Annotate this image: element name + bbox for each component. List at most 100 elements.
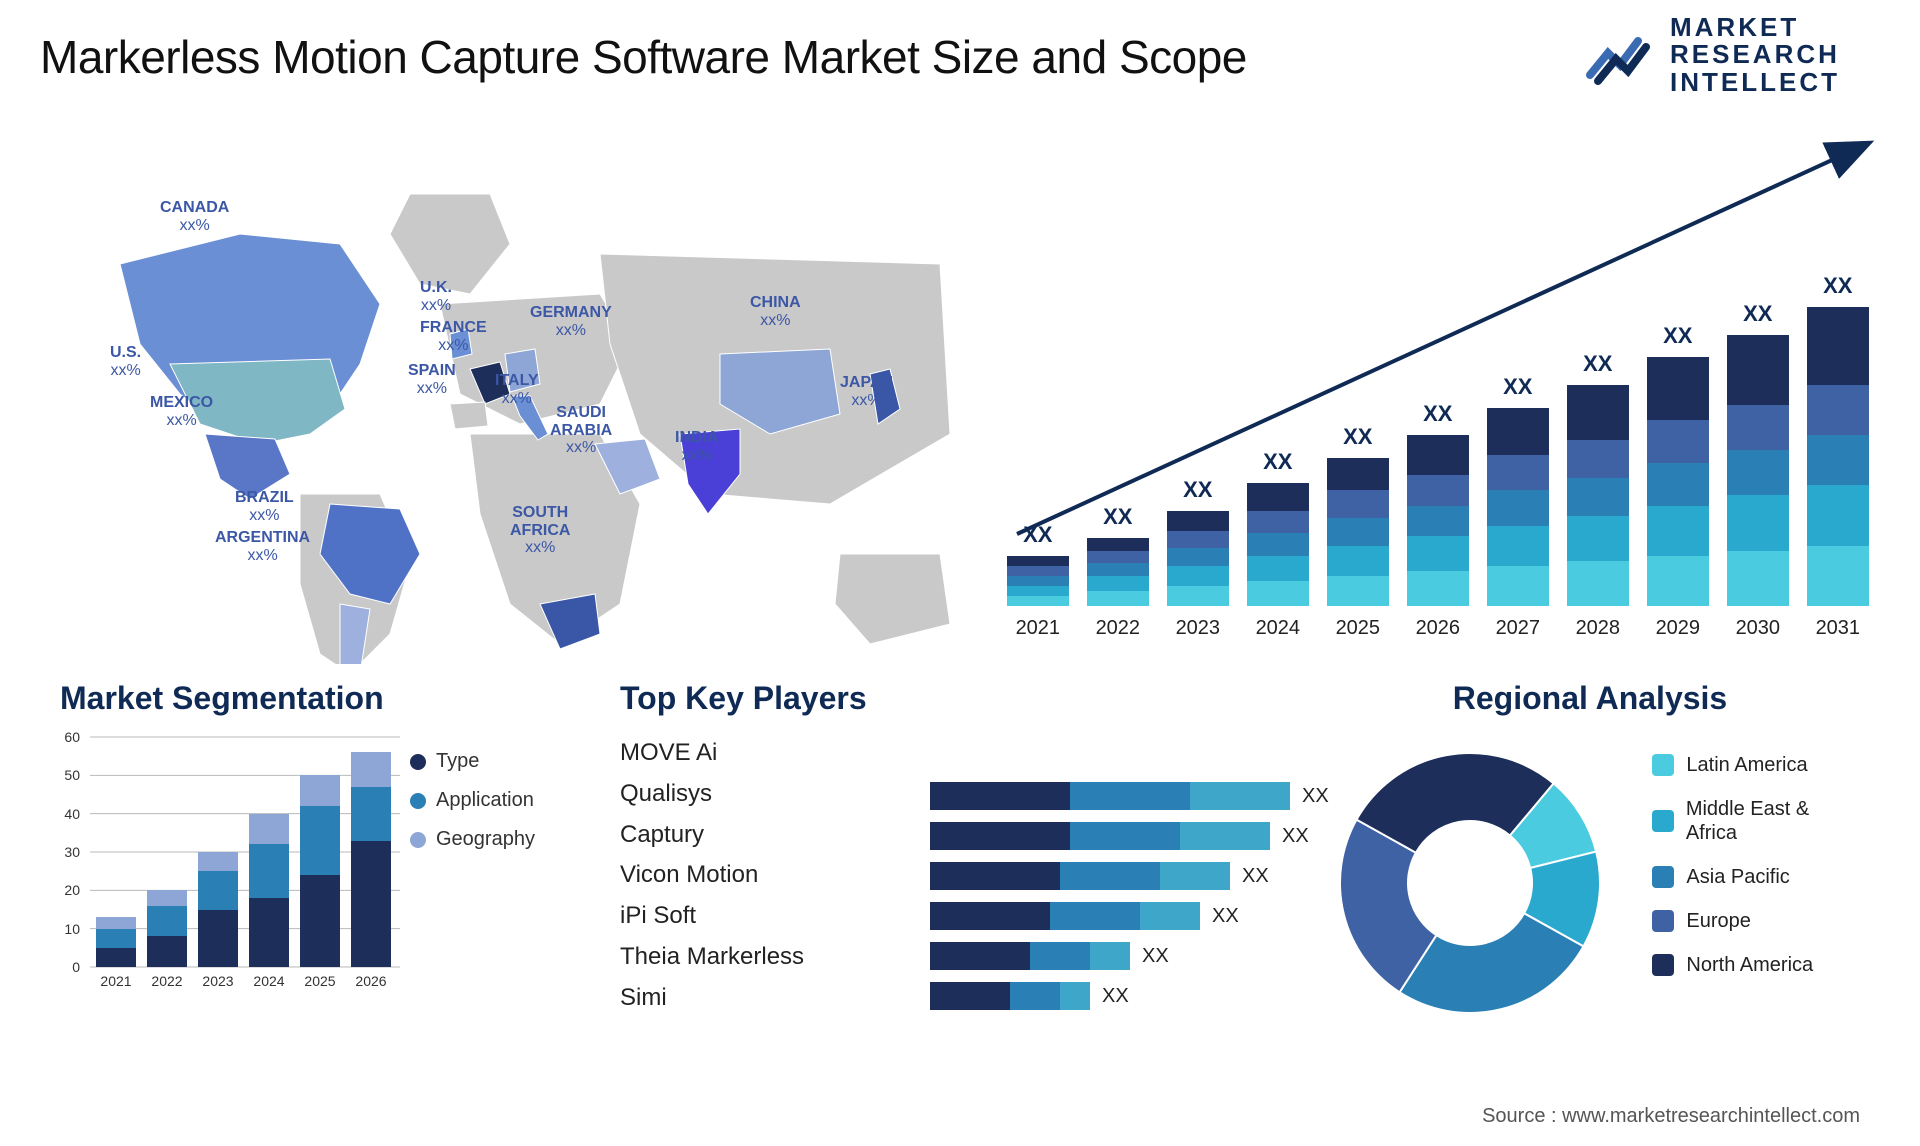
- bar-segment: [96, 917, 136, 929]
- legend-item: Type: [410, 750, 535, 773]
- key-player-bar: [930, 862, 1230, 890]
- bar-segment: [1727, 450, 1789, 495]
- bar-segment: [1407, 571, 1469, 606]
- regional-panel: Regional Analysis Latin AmericaMiddle Ea…: [1300, 680, 1880, 1033]
- legend-item: Middle East & Africa: [1652, 797, 1860, 845]
- bar-segment: [1167, 566, 1229, 586]
- bar-segment: [1087, 551, 1149, 564]
- bar-value-label: XX: [1087, 504, 1149, 530]
- page: Markerless Motion Capture Software Marke…: [0, 0, 1920, 1146]
- bar-segment: [1060, 862, 1160, 890]
- legend-item: Latin America: [1652, 753, 1860, 777]
- bar-segment: [96, 948, 136, 967]
- key-player-bar: [930, 942, 1130, 970]
- source-attribution: Source : www.marketresearchintellect.com: [1482, 1105, 1860, 1128]
- map-label: SAUDIARABIAxx%: [550, 404, 612, 457]
- key-player-name: Captury: [620, 815, 804, 856]
- key-players-panel: Top Key Players MOVE AiQualisysCapturyVi…: [600, 680, 1300, 1033]
- segmentation-bar: [249, 814, 289, 967]
- logo-icon: [1586, 25, 1656, 85]
- legend-swatch: [1652, 910, 1674, 932]
- y-tick-label: 60: [56, 729, 80, 745]
- forecast-bar: [1167, 511, 1229, 606]
- bar-segment: [1407, 506, 1469, 536]
- forecast-bar: [1007, 556, 1069, 606]
- bar-segment: [1807, 546, 1869, 606]
- bar-segment: [1247, 556, 1309, 581]
- bar-segment: [1327, 518, 1389, 546]
- logo-line1: MARKET: [1670, 14, 1840, 41]
- bar-segment: [300, 775, 340, 806]
- bar-segment: [1567, 516, 1629, 561]
- bar-value-label: XX: [1102, 985, 1129, 1008]
- bar-segment: [351, 752, 391, 787]
- bar-segment: [1140, 902, 1200, 930]
- legend-swatch: [1652, 954, 1674, 976]
- key-players-title: Top Key Players: [620, 680, 1280, 717]
- forecast-chart-panel: XX2021XX2022XX2023XX2024XX2025XX2026XX20…: [997, 104, 1880, 664]
- bar-segment: [1327, 490, 1389, 518]
- bar-value-label: XX: [1727, 301, 1789, 327]
- legend-swatch: [410, 793, 426, 809]
- bar-segment: [1327, 576, 1389, 606]
- segmentation-bar: [147, 890, 187, 967]
- x-axis-label: 2022: [147, 973, 187, 989]
- x-axis-label: 2025: [300, 973, 340, 989]
- bar-segment: [351, 787, 391, 841]
- bar-segment: [249, 898, 289, 967]
- legend-item: North America: [1652, 953, 1860, 977]
- bar-segment: [1647, 420, 1709, 463]
- map-label: U.S.xx%: [110, 344, 141, 379]
- forecast-bar: [1487, 408, 1549, 606]
- map-label: JAPANxx%: [840, 374, 893, 409]
- donut-wrap: Latin America Middle East & Africa Asia Pa…: [1320, 733, 1860, 1033]
- bar-segment: [1087, 563, 1149, 576]
- legend-item: Europe: [1652, 909, 1860, 933]
- bar-segment: [1647, 556, 1709, 606]
- bar-segment: [1167, 548, 1229, 566]
- bar-segment: [1567, 561, 1629, 606]
- key-player-name: Qualisys: [620, 774, 804, 815]
- map-label: CANADAxx%: [160, 199, 229, 234]
- logo-text: MARKET RESEARCH INTELLECT: [1670, 14, 1840, 96]
- bar-value-label: XX: [1647, 323, 1709, 349]
- bar-segment: [1050, 902, 1140, 930]
- bar-segment: [1090, 942, 1130, 970]
- brand-logo: MARKET RESEARCH INTELLECT: [1586, 14, 1840, 96]
- bar-segment: [1247, 483, 1309, 511]
- legend-label: Type: [436, 750, 479, 773]
- bar-segment: [1167, 531, 1229, 549]
- x-axis-label: 2023: [1167, 617, 1229, 640]
- bar-segment: [1567, 478, 1629, 516]
- x-axis-label: 2028: [1567, 617, 1629, 640]
- bar-segment: [1007, 556, 1069, 566]
- x-axis-label: 2024: [1247, 617, 1309, 640]
- bar-segment: [249, 814, 289, 845]
- key-player-bar-row: XX: [930, 896, 1329, 936]
- bottom-row: Market Segmentation 01020304050602021202…: [40, 680, 1880, 1033]
- legend-swatch: [1652, 866, 1674, 888]
- bar-segment: [1647, 506, 1709, 556]
- map-label: ARGENTINAxx%: [215, 529, 310, 564]
- y-tick-label: 0: [56, 959, 80, 975]
- bar-segment: [1807, 307, 1869, 385]
- bar-segment: [1007, 596, 1069, 606]
- x-axis-label: 2031: [1807, 617, 1869, 640]
- y-tick-label: 20: [56, 882, 80, 898]
- segmentation-panel: Market Segmentation 01020304050602021202…: [40, 680, 600, 1033]
- legend-item: Asia Pacific: [1652, 865, 1860, 889]
- bar-segment: [1180, 822, 1270, 850]
- bar-segment: [1060, 982, 1090, 1010]
- segmentation-bar: [351, 752, 391, 967]
- segmentation-bar: [300, 775, 340, 967]
- segmentation-title: Market Segmentation: [60, 680, 580, 717]
- bar-segment: [1247, 533, 1309, 556]
- legend-item: Geography: [410, 828, 535, 851]
- map-label: SOUTHAFRICAxx%: [510, 504, 570, 557]
- key-player-bar-row: XX: [930, 776, 1329, 816]
- legend-label: Middle East & Africa: [1686, 797, 1860, 845]
- bar-segment: [1807, 485, 1869, 545]
- logo-line2: RESEARCH: [1670, 41, 1840, 68]
- bar-value-label: XX: [1007, 522, 1069, 548]
- bar-segment: [1087, 576, 1149, 591]
